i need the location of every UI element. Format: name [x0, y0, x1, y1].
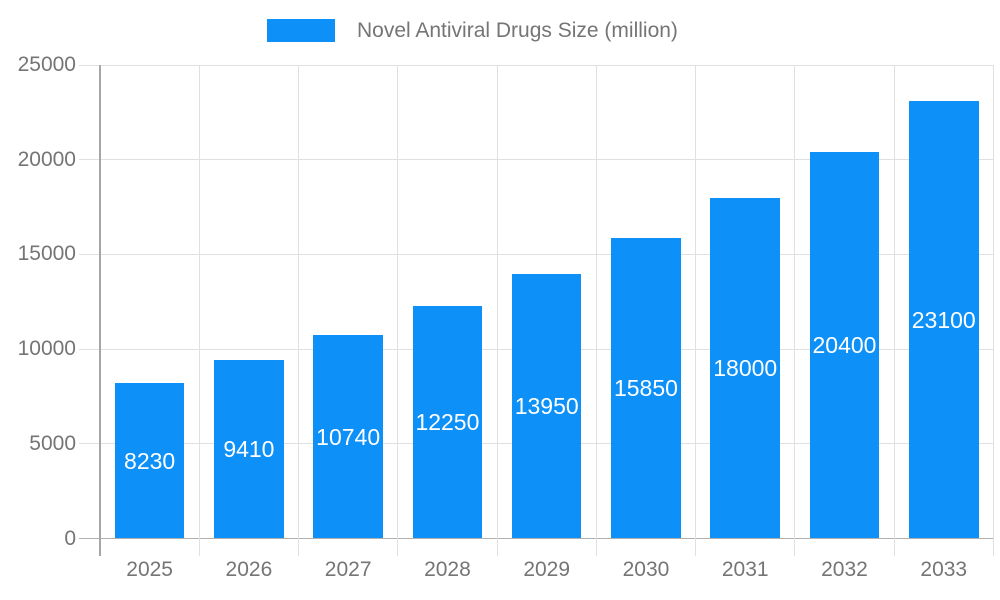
y-gridline: [79, 538, 994, 539]
bar-2031[interactable]: [710, 197, 780, 539]
x-axis-tick-label: 2026: [225, 558, 273, 581]
y-axis-tick-label: 0: [64, 526, 76, 550]
x-axis-tick-label: 2031: [721, 558, 769, 581]
x-gridline: [893, 65, 895, 556]
bar-value-label: 12250: [415, 409, 480, 436]
x-gridline: [595, 65, 597, 556]
x-gridline: [992, 65, 994, 556]
y-axis-tick-label: 25000: [17, 53, 76, 76]
y-axis-tick-label: 15000: [17, 242, 76, 266]
y-gridline: [79, 64, 994, 66]
x-gridline: [794, 65, 796, 556]
legend-swatch: [267, 19, 335, 42]
y-axis-tick-label: 5000: [29, 431, 76, 455]
y-gridline: [79, 253, 994, 255]
x-gridline: [397, 65, 399, 556]
bar-2026[interactable]: [214, 360, 284, 539]
bar-2029[interactable]: [511, 274, 582, 539]
bar-2032[interactable]: [809, 152, 880, 539]
bar-value-label: 13950: [514, 393, 579, 420]
x-axis-tick-label: 2033: [920, 558, 968, 581]
bar-2033[interactable]: [909, 100, 979, 539]
bar-value-label: 23100: [911, 306, 976, 333]
bar-value-label: 15850: [613, 375, 678, 402]
x-axis-tick-label: 2032: [821, 558, 868, 581]
legend-item[interactable]: Novel Antiviral Drugs Size (million): [267, 19, 678, 42]
y-axis-line: [99, 65, 101, 556]
bar-value-label: 9410: [223, 436, 275, 463]
x-gridline: [298, 65, 300, 556]
bar-value-label: 8230: [124, 447, 176, 474]
x-gridline: [198, 65, 200, 556]
bar-2030[interactable]: [611, 238, 681, 539]
bar-2027[interactable]: [313, 335, 383, 539]
x-gridline: [496, 65, 498, 556]
x-axis-tick-label: 2025: [126, 558, 173, 581]
y-axis-tick-label: 20000: [17, 147, 76, 171]
x-axis-tick-label: 2028: [424, 558, 471, 581]
x-axis-tick-label: 2030: [622, 558, 670, 581]
bar-2025[interactable]: [114, 382, 185, 539]
x-axis-tick-label: 2027: [324, 558, 372, 581]
y-gridline: [79, 159, 994, 161]
bar-value-label: 18000: [713, 355, 778, 382]
x-gridline: [695, 65, 697, 556]
y-axis-tick-label: 10000: [17, 337, 76, 361]
bar-2028[interactable]: [412, 306, 483, 539]
bar-value-label: 20400: [812, 332, 877, 359]
x-axis-tick-label: 2029: [523, 558, 571, 581]
bar-value-label: 10740: [316, 423, 381, 450]
legend-label: Novel Antiviral Drugs Size (million): [357, 19, 678, 42]
